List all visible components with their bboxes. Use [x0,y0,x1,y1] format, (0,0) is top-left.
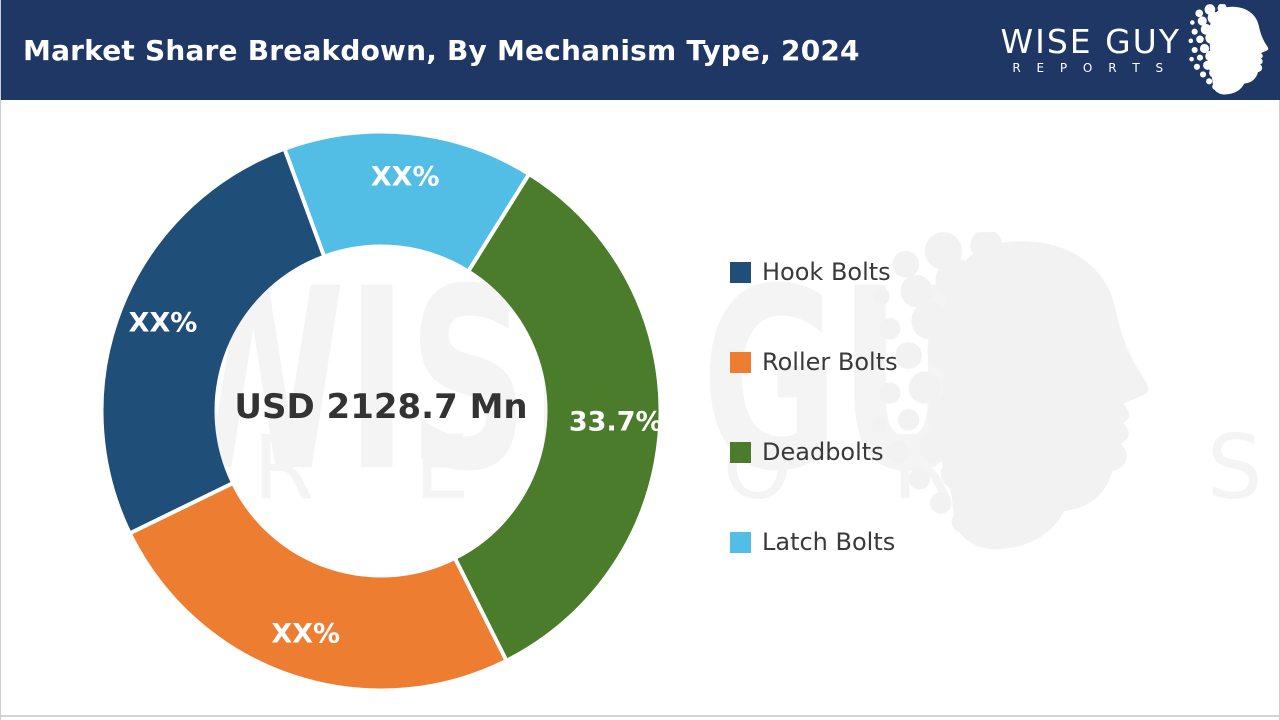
legend-swatch-deadbolts [730,441,751,463]
slice-label-deadbolts: 33.7% [568,406,663,438]
legend-swatch-latch-bolts [730,531,751,553]
wiseguy-logo-text: WISE GUY R E P O R T S [1000,21,1181,76]
legend-item-hook-bolts: Hook Bolts [730,252,898,292]
bottom-divider [1,715,1279,717]
legend-label: Roller Bolts [762,348,898,376]
wiseguy-logo: WISE GUY R E P O R T S [1000,0,1280,100]
segment-separator [281,145,328,262]
legend-label: Hook Bolts [762,258,891,286]
legend-swatch-roller-bolts [730,351,751,373]
segment-separator [451,553,510,664]
logo-subtitle: R E P O R T S [1012,61,1170,76]
watermark-face-icon [863,226,1158,560]
segment-separator [126,479,239,537]
header-bar: Market Share Breakdown, By Mechanism Typ… [1,0,1280,100]
chart-legend: Hook Bolts Roller Bolts Deadbolts Latch Bol… [730,252,898,612]
logo-wordmark: WISE GUY [1000,21,1181,61]
legend-label: Latch Bolts [762,528,896,556]
donut-chart: XX% 33.7% XX% XX% USD 2128.7 Mn [102,132,663,690]
slice-label-latch-bolts: XX% [370,161,440,193]
segment-separator [464,170,533,277]
page-title: Market Share Breakdown, By Mechanism Typ… [23,33,860,67]
legend-swatch-hook-bolts [730,261,751,283]
chart-center-value: USD 2128.7 Mn [234,387,528,427]
legend-item-latch-bolts: Latch Bolts [730,522,898,562]
slice-label-roller-bolts: XX% [271,618,341,650]
legend-item-deadbolts: Deadbolts [730,432,898,472]
wiseguy-face-icon [1187,4,1271,96]
donut-chart-svg [103,133,659,689]
legend-label: Deadbolts [762,438,884,466]
legend-item-roller-bolts: Roller Bolts [730,342,898,382]
slice-label-hook-bolts: XX% [128,307,198,339]
